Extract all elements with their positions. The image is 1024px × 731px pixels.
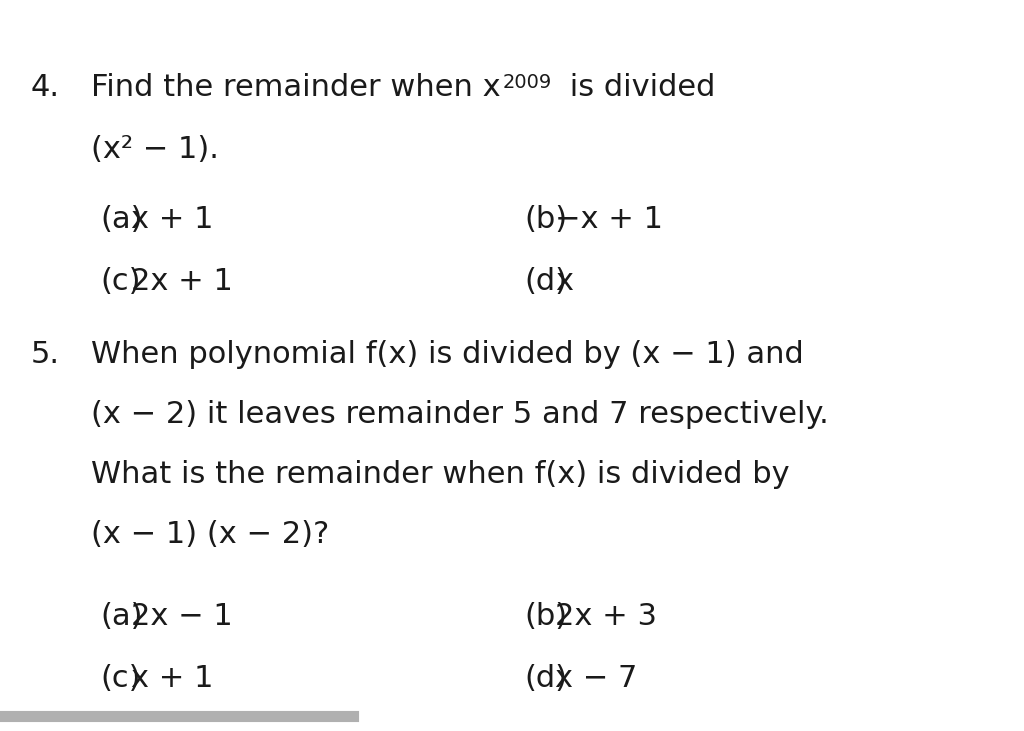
Text: 2x − 1: 2x − 1 [131, 602, 232, 631]
Text: x + 1: x + 1 [131, 205, 214, 234]
Text: What is the remainder when f(x) is divided by: What is the remainder when f(x) is divid… [91, 460, 790, 489]
Text: is divided: is divided [560, 73, 715, 102]
Text: (d): (d) [524, 267, 567, 296]
Text: 5.: 5. [31, 340, 59, 369]
Text: 2009: 2009 [502, 73, 552, 92]
Text: x: x [555, 267, 572, 296]
Text: −x + 1: −x + 1 [555, 205, 663, 234]
Text: 4.: 4. [31, 73, 59, 102]
Text: x − 7: x − 7 [555, 664, 637, 693]
Text: Find the remainder when x: Find the remainder when x [91, 73, 501, 102]
Text: (b): (b) [524, 602, 567, 631]
Text: (b): (b) [524, 205, 567, 234]
Text: When polynomial f(x) is divided by (x − 1) and: When polynomial f(x) is divided by (x − … [91, 340, 804, 369]
Text: (x − 1) (x − 2)?: (x − 1) (x − 2)? [91, 520, 329, 549]
Text: (a): (a) [100, 602, 143, 631]
Text: (d): (d) [524, 664, 567, 693]
Text: (x − 2) it leaves remainder 5 and 7 respectively.: (x − 2) it leaves remainder 5 and 7 resp… [91, 400, 828, 429]
Text: (c): (c) [100, 664, 141, 693]
Text: x + 1: x + 1 [131, 664, 214, 693]
Text: (c): (c) [100, 267, 141, 296]
Text: (a): (a) [100, 205, 143, 234]
Text: (x² − 1).: (x² − 1). [91, 135, 219, 164]
Text: 2x + 3: 2x + 3 [555, 602, 656, 631]
Text: 2x + 1: 2x + 1 [131, 267, 233, 296]
